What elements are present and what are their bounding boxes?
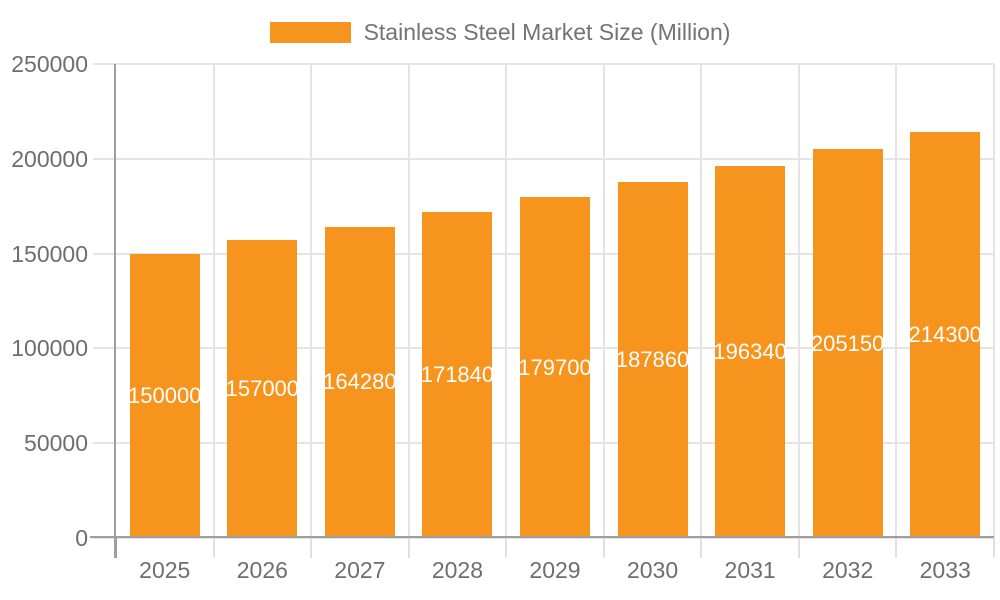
y-axis-tick-label: 200000 (11, 145, 88, 172)
bar-value-label: 205150 (810, 330, 885, 356)
bar-2029[interactable] (520, 197, 590, 538)
y-axis-tick-label: 0 (75, 525, 88, 551)
x-axis-tick (505, 538, 508, 558)
y-gridline (93, 157, 994, 160)
y-axis-tick-label: 50000 (24, 430, 88, 457)
x-axis-tick (212, 538, 215, 558)
y-axis-tick-label: 250000 (11, 51, 88, 77)
x-axis-tick (700, 538, 703, 558)
legend-swatch-icon (269, 22, 351, 43)
x-axis-tick-label: 2027 (334, 557, 386, 583)
x-gridline (212, 64, 215, 538)
x-axis-tick (310, 538, 313, 558)
x-axis-tick-label: 2028 (431, 557, 484, 583)
bar-value-label: 150000 (128, 382, 202, 408)
y-axis-tick-label: 150000 (11, 240, 88, 267)
y-gridline (93, 63, 994, 65)
x-axis-tick (895, 538, 898, 558)
y-axis-tick-label: 100000 (11, 335, 88, 362)
bar-value-label: 157000 (225, 376, 300, 402)
x-axis-tick-label: 2026 (236, 557, 288, 583)
bar-2033[interactable] (910, 131, 981, 538)
bar-2025[interactable] (129, 253, 200, 538)
x-axis-tick (407, 538, 410, 558)
x-axis-tick (797, 538, 800, 558)
x-axis-tick (993, 538, 995, 558)
bar-2026[interactable] (227, 240, 298, 538)
legend[interactable]: Stainless Steel Market Size (Million) (0, 19, 1000, 46)
x-gridline (602, 64, 605, 538)
x-axis-tick (602, 538, 605, 558)
bar-value-label: 214300 (908, 321, 982, 347)
x-gridline (407, 64, 410, 538)
bar-value-label: 179700 (518, 354, 592, 380)
x-gridline (993, 64, 995, 538)
bar-value-label: 171840 (420, 362, 495, 388)
bar-2028[interactable] (422, 212, 493, 538)
x-axis-line (90, 536, 994, 538)
legend-label: Stainless Steel Market Size (Million) (363, 19, 731, 45)
x-axis-tick-label: 2033 (919, 557, 971, 583)
x-axis-tick-label: 2030 (626, 557, 679, 583)
bar-2031[interactable] (715, 165, 786, 538)
x-gridline (797, 64, 800, 538)
x-axis-tick-label: 2025 (139, 557, 191, 583)
y-gridline (93, 537, 994, 539)
bar-2032[interactable] (812, 149, 883, 538)
bar-value-label: 196340 (713, 338, 787, 364)
x-axis-tick-label: 2031 (724, 557, 776, 583)
x-axis-tick-label: 2032 (822, 557, 874, 583)
x-axis-tick (115, 538, 117, 558)
bar-2027[interactable] (324, 226, 395, 538)
bar-2030[interactable] (617, 181, 688, 538)
x-axis-tick-label: 2029 (529, 557, 581, 583)
bar-value-label: 187860 (615, 346, 690, 372)
x-gridline (310, 64, 313, 538)
x-gridline (895, 64, 898, 538)
x-gridline (700, 64, 703, 538)
y-axis-line (114, 64, 116, 558)
x-gridline (505, 64, 508, 538)
bar-value-label: 164280 (323, 369, 397, 395)
plot-area: 0 50000 100000 150000 200000 250000 150000 2025… (11, 51, 995, 583)
